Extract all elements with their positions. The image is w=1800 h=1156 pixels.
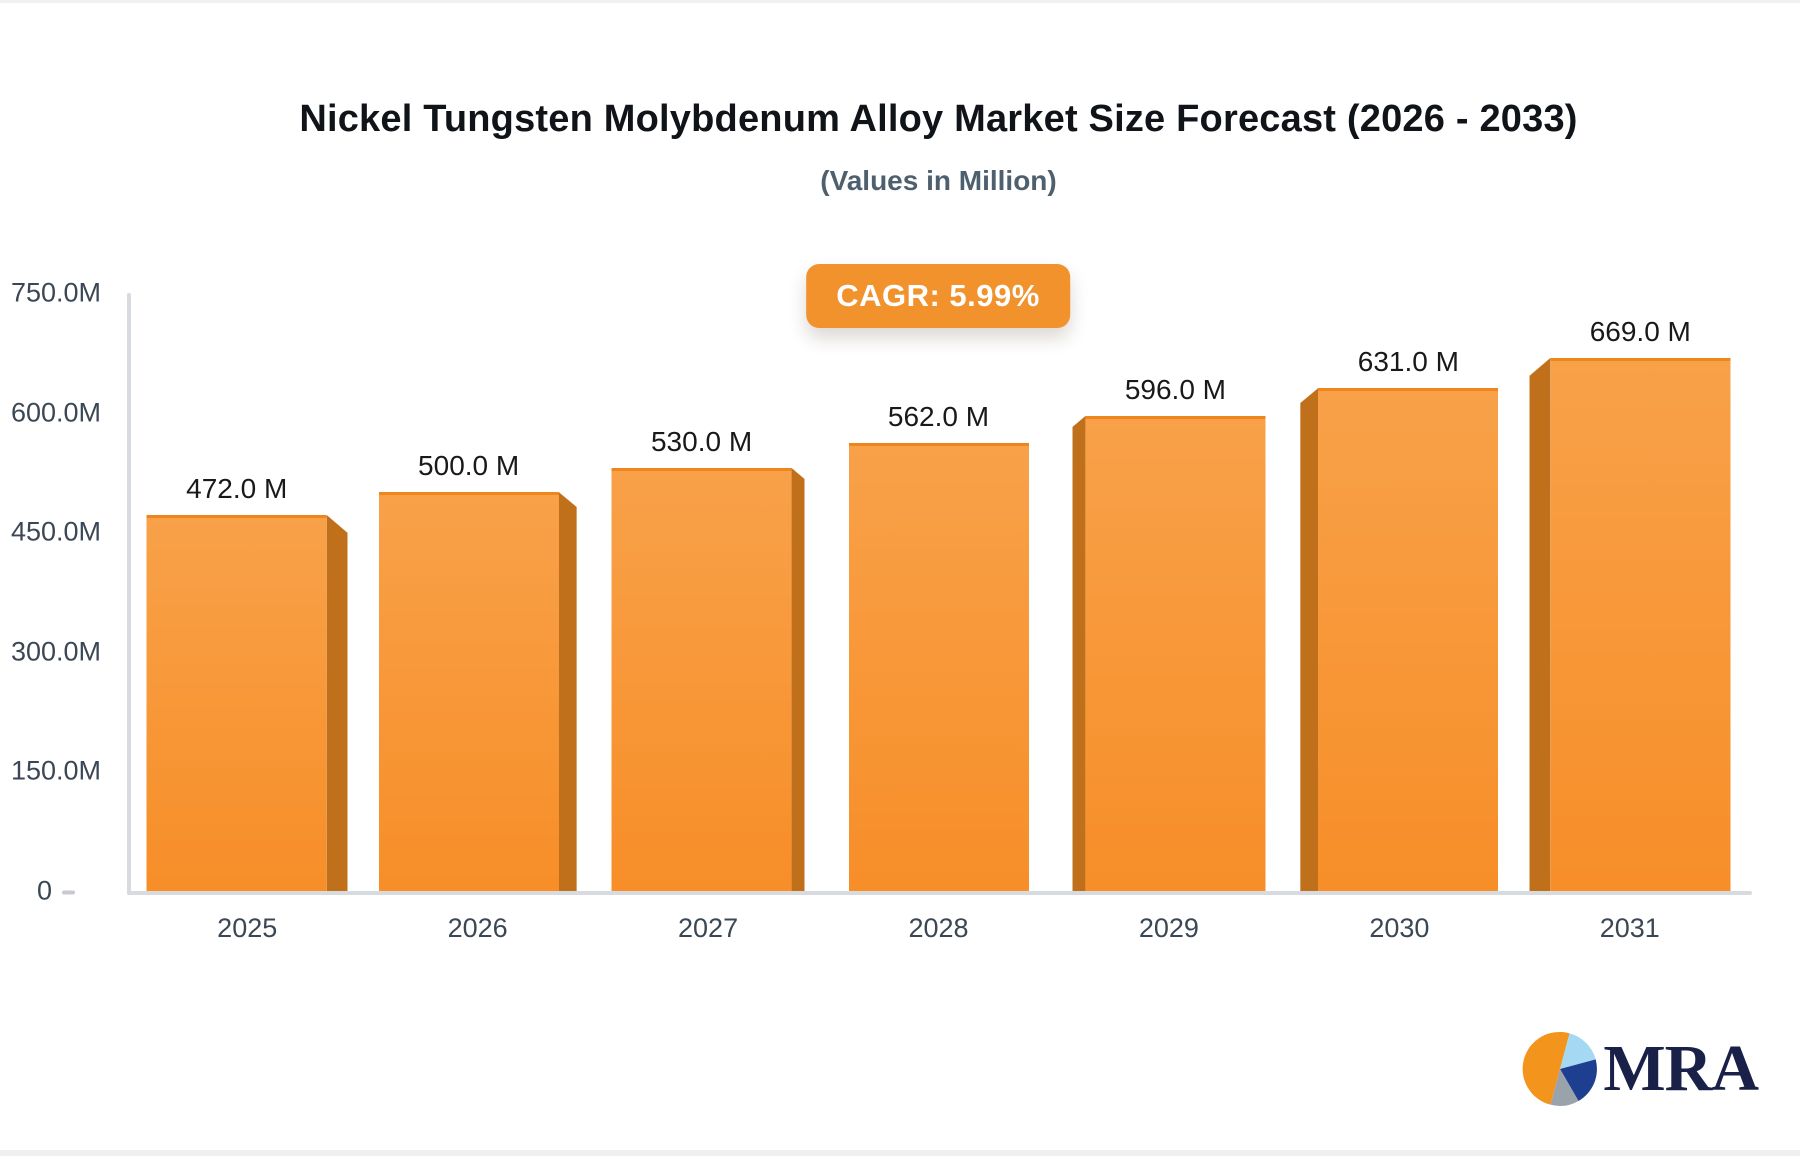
bar-face[interactable]: 631.0 M [1318, 346, 1499, 891]
x-tick-label: 2028 [908, 913, 969, 943]
bar-side-face [1300, 388, 1319, 891]
pie-slice-orange [1523, 1031, 1570, 1105]
pie-slice-light-blue [1560, 1033, 1597, 1069]
brand-logo: MRA [1521, 1030, 1759, 1108]
bar-side-face [1529, 358, 1551, 891]
y-axis: 750.0M 600.0M 450.0M 300.0M 150.0M 0 [0, 278, 112, 906]
bar-face[interactable]: 472.0 M [146, 473, 327, 891]
bar-2030[interactable]: 631.0 M [1300, 346, 1499, 891]
x-tick-label: 2031 [1599, 913, 1660, 943]
bar-value-label: 500.0 M [418, 450, 520, 481]
cagr-badge: CAGR: 5.99% [806, 264, 1070, 328]
bar-face[interactable]: 500.0 M [378, 450, 559, 891]
bar-2025[interactable]: 472.0 M [146, 473, 348, 891]
zero-tick-mark [62, 890, 76, 895]
x-tick-label: 2027 [678, 913, 739, 943]
bar-value-label: 562.0 M [887, 401, 990, 432]
y-axis-line [127, 293, 131, 895]
x-axis-line [127, 891, 1752, 895]
x-tick-label: 2026 [447, 913, 508, 943]
bar-side-face [791, 468, 805, 891]
bar-value-label: 669.0 M [1589, 316, 1691, 347]
bar-series: 472.0 M 500.0 M 530.0 M 562.0 M 596.0 M 631.0… [132, 293, 1745, 891]
y-tick-label: 150.0M [10, 755, 102, 786]
bar-face[interactable]: 669.0 M [1550, 316, 1731, 891]
bar-2029[interactable]: 596.0 M [1072, 374, 1266, 891]
bar-side-face [1072, 416, 1086, 891]
pie-slice-navy [1560, 1059, 1598, 1102]
bar-value-label: 530.0 M [650, 426, 753, 457]
y-tick-label: 0 [0, 876, 112, 907]
chart-subtitle: (Values in Million) [820, 165, 1057, 196]
chart-title: Nickel Tungsten Molybdenum Alloy Market … [299, 98, 1578, 140]
pie-slice-gray [1550, 1069, 1579, 1106]
bar-2031[interactable]: 669.0 M [1529, 316, 1731, 891]
bar-face[interactable]: 596.0 M [1085, 374, 1266, 891]
y-tick-label: 750.0M [10, 277, 102, 308]
y-tick-label: 300.0M [10, 636, 102, 667]
bar-side-face [558, 492, 577, 891]
y-tick-label: 600.0M [10, 397, 102, 428]
bar-value-label: 472.0 M [186, 473, 288, 504]
bar-face[interactable]: 530.0 M [611, 426, 792, 891]
x-tick-label: 2029 [1138, 913, 1199, 943]
bar-value-label: 596.0 M [1124, 374, 1227, 405]
bar-face[interactable]: 562.0 M [848, 401, 1029, 891]
cagr-badge-label: CAGR: 5.99% [836, 278, 1040, 313]
x-tick-label: 2025 [217, 913, 278, 943]
bar-2026[interactable]: 500.0 M [378, 450, 577, 891]
bar-2027[interactable]: 530.0 M [611, 426, 805, 891]
bar-value-label: 631.0 M [1357, 346, 1459, 377]
bar-2028[interactable]: 562.0 M [848, 401, 1029, 891]
y-tick-label: 450.0M [10, 516, 102, 547]
x-tick-label: 2030 [1369, 913, 1430, 943]
page-card: Nickel Tungsten Molybdenum Alloy Market … [0, 3, 1800, 1150]
logo-text: MRA [1603, 1032, 1759, 1105]
bar-side-face [326, 515, 348, 891]
pie-chart-icon [1523, 1031, 1598, 1106]
